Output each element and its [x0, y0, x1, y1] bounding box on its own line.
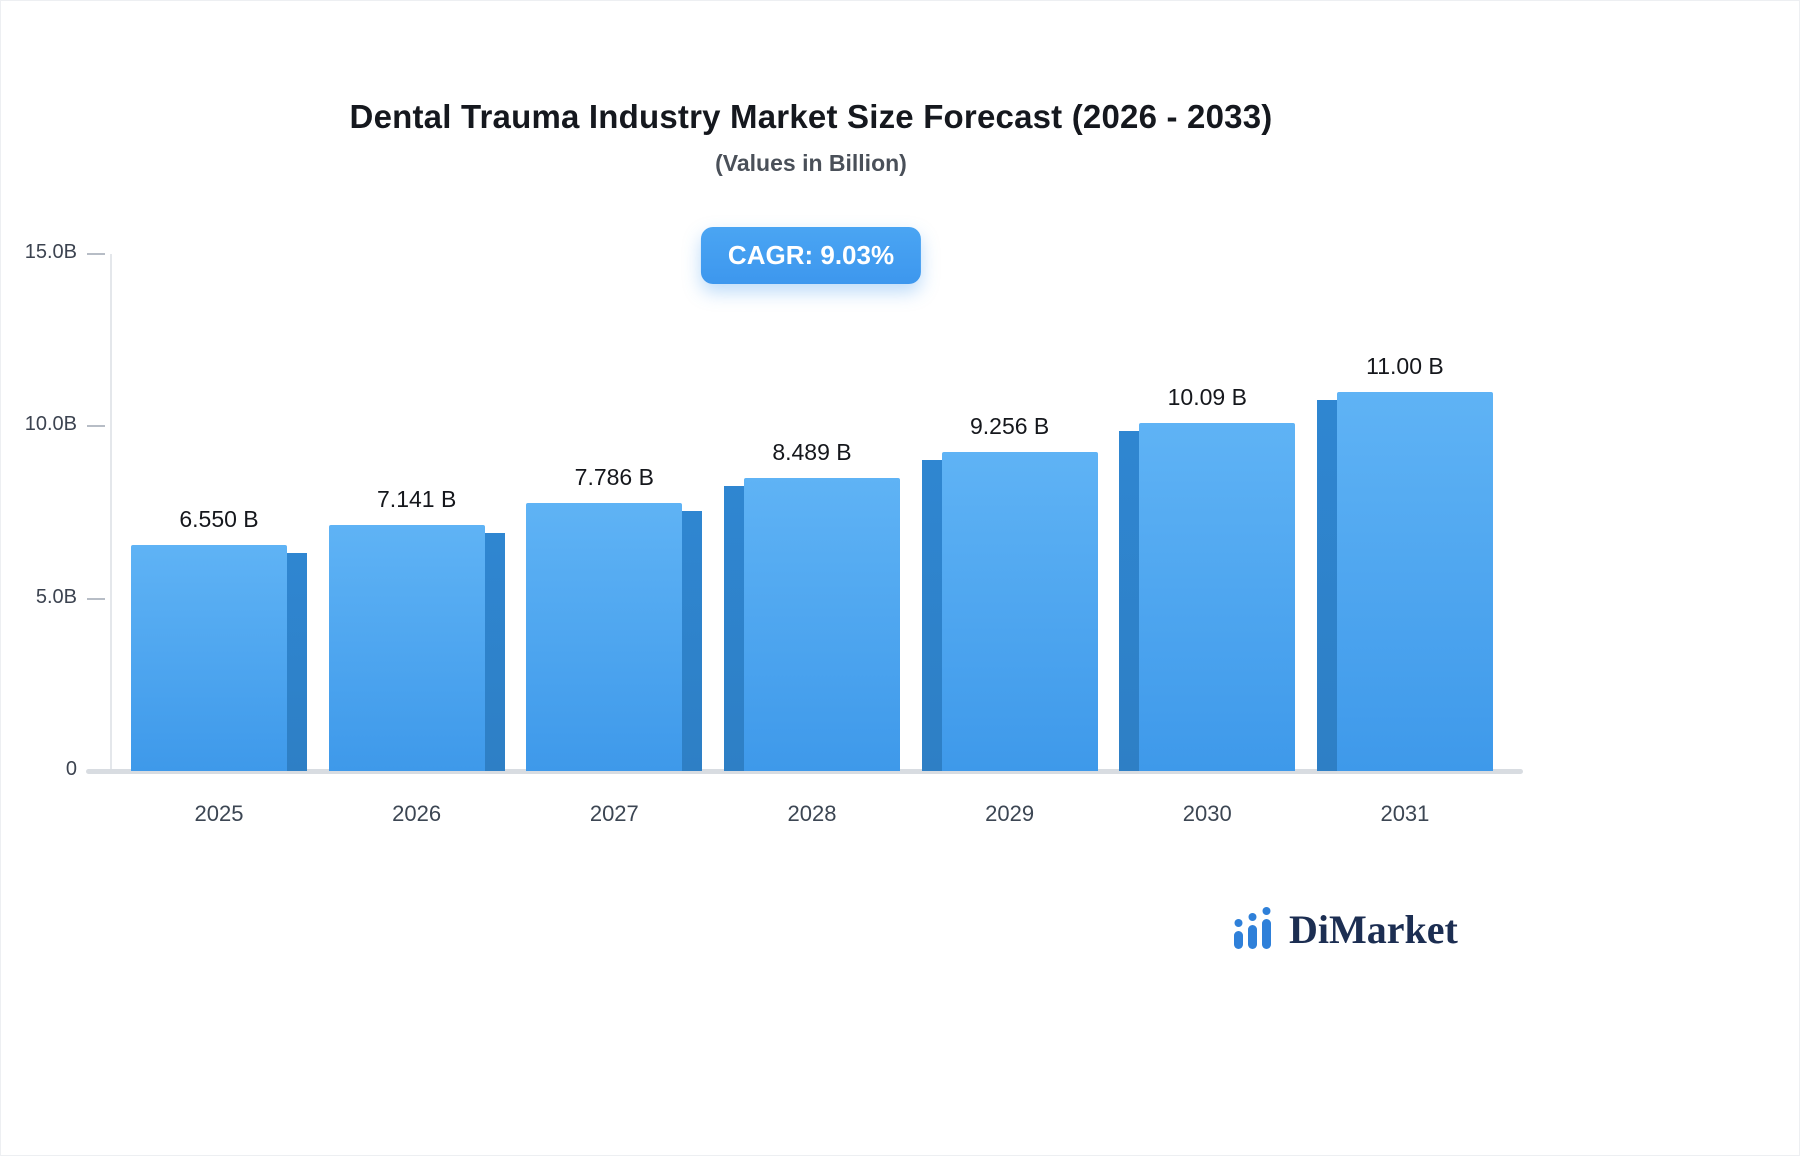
- bar-3d-side: [682, 510, 703, 771]
- plot-area: 6.550 B 2025 7.141 B 2026 7.786 B 2027 8.489 B…: [111, 254, 1521, 826]
- bar: [941, 451, 1098, 771]
- bar-group: 9.256 B 2029: [921, 413, 1098, 826]
- bar-group: 11.00 B 2031: [1316, 353, 1493, 826]
- bar: [743, 478, 900, 771]
- bar-group: 7.786 B 2027: [526, 464, 703, 826]
- bar-group: 10.09 B 2030: [1119, 384, 1296, 826]
- logo: DiMarket: [1229, 904, 1458, 952]
- chart-title: Dental Trauma Industry Market Size Forec…: [349, 98, 1273, 135]
- bar-value-label: 6.550 B: [179, 506, 259, 533]
- x-axis-label: 2027: [589, 801, 639, 826]
- x-axis-label: 2031: [1380, 801, 1430, 826]
- bar-3d-side: [1119, 431, 1140, 771]
- y-tick-label: 0: [65, 758, 77, 780]
- bar-3d-side: [1316, 399, 1337, 771]
- bar-chart-icon: [1234, 907, 1271, 949]
- bar-value-label: 9.256 B: [969, 412, 1050, 439]
- bar-value-label: 10.09 B: [1167, 384, 1247, 411]
- bar: [1336, 391, 1493, 771]
- bar-3d-side: [921, 459, 942, 771]
- y-tick-mark: [87, 425, 105, 428]
- y-tick-label: 5.0B: [35, 585, 77, 608]
- x-axis-label: 2030: [1182, 801, 1232, 826]
- x-axis-baseline: [86, 769, 1523, 774]
- bar-value-label: 8.489 B: [772, 439, 852, 466]
- bar-group: 8.489 B 2028: [723, 439, 900, 826]
- bar-3d-side: [484, 532, 505, 771]
- cagr-badge: CAGR: 9.03%: [700, 227, 922, 284]
- bar-3d-side: [287, 553, 307, 771]
- x-axis-label: 2029: [985, 801, 1035, 826]
- chart-subtitle: (Values in Billion): [715, 150, 907, 176]
- x-axis-label: 2026: [392, 801, 442, 826]
- bar: [328, 524, 485, 771]
- bar-group: 6.550 B 2025: [131, 506, 307, 826]
- bar-value-label: 7.786 B: [574, 463, 654, 490]
- bar: [131, 545, 287, 771]
- bar: [1139, 423, 1296, 771]
- y-tick-mark: [87, 253, 105, 255]
- y-tick-label: 15.0B: [24, 241, 77, 263]
- bar-group: 7.141 B 2026: [328, 486, 505, 826]
- bar-3d-side: [723, 486, 744, 771]
- y-axis: 15.0B 10.0B 5.0B 0: [1, 241, 111, 780]
- y-axis-line: [110, 254, 112, 771]
- x-axis-label: 2025: [194, 801, 244, 826]
- y-tick-mark: [87, 597, 105, 600]
- logo-text: DiMarket: [1289, 907, 1458, 952]
- bar-value-label: 11.00 B: [1366, 352, 1444, 379]
- bar: [526, 502, 683, 771]
- bar-value-label: 7.141 B: [377, 485, 457, 512]
- x-axis-label: 2028: [787, 801, 837, 826]
- y-tick-label: 10.0B: [24, 413, 77, 436]
